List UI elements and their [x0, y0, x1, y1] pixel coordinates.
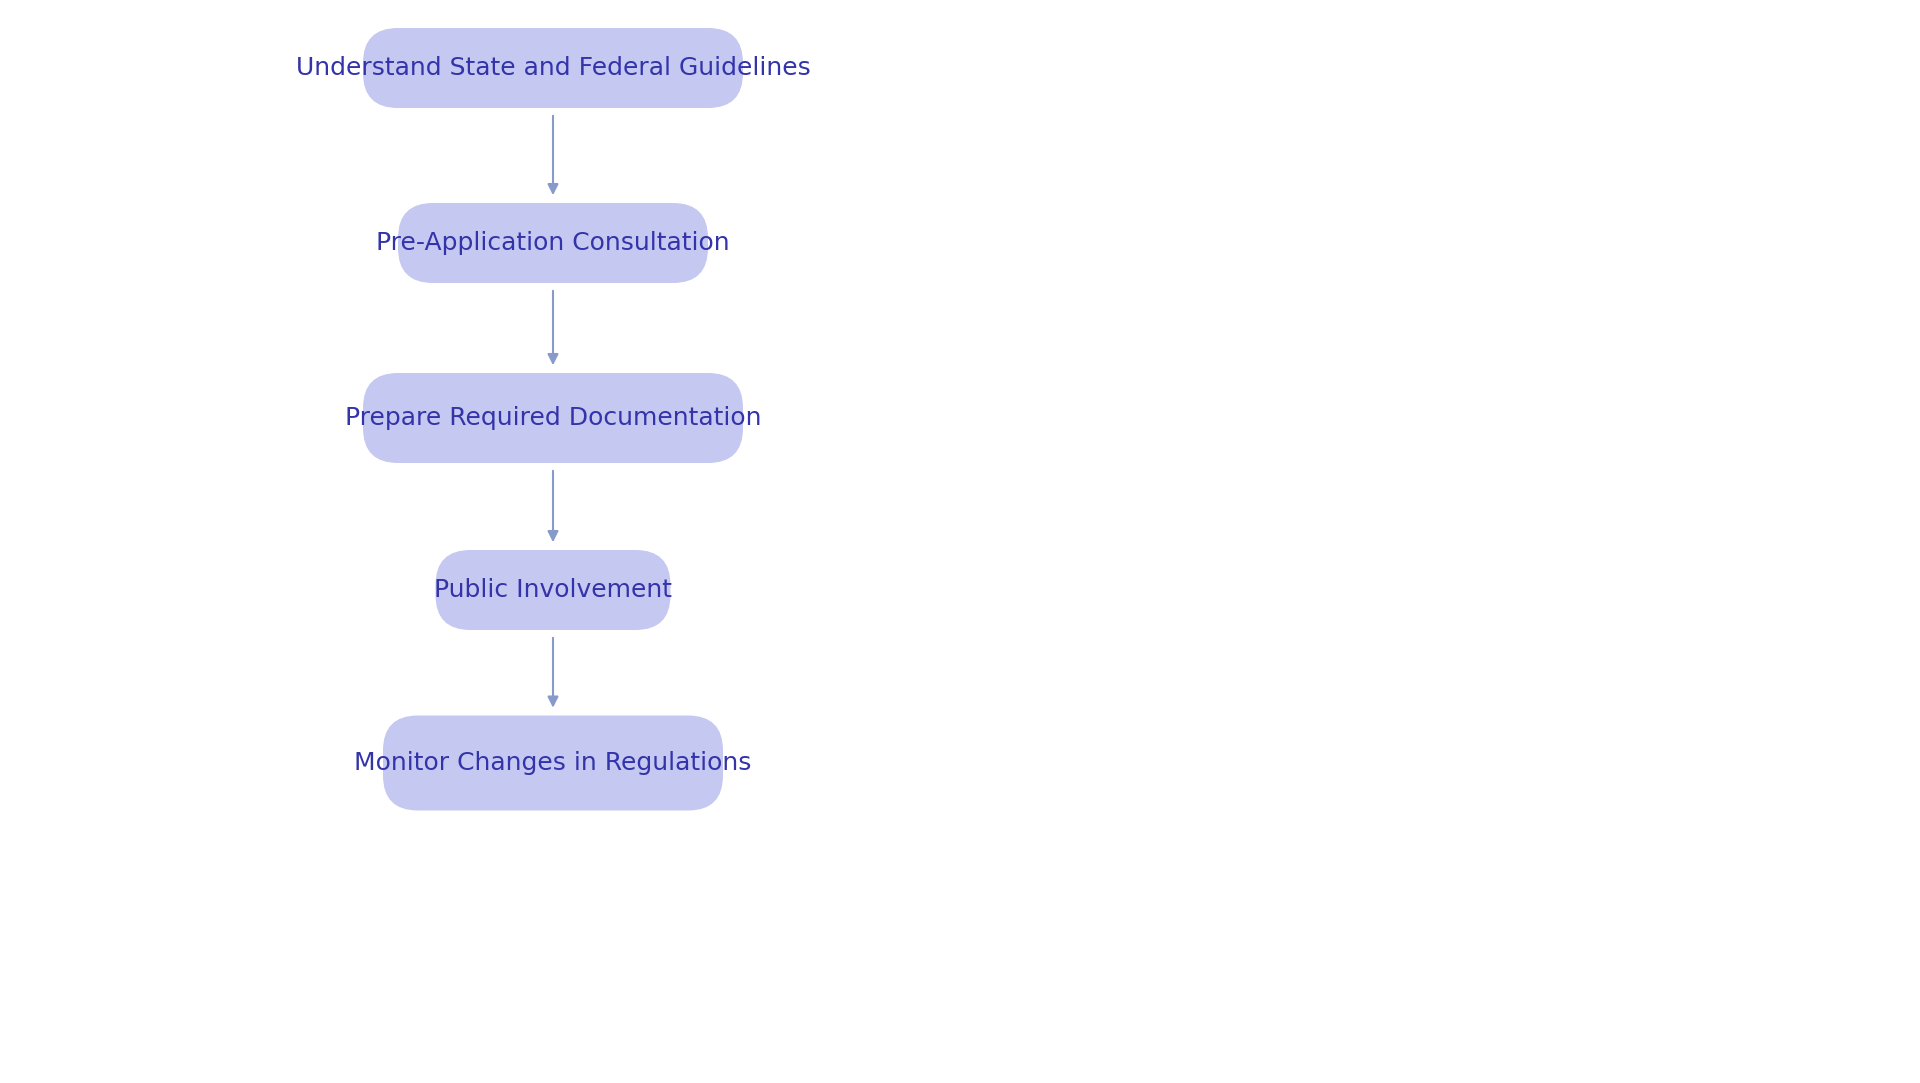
- FancyBboxPatch shape: [397, 203, 708, 283]
- Text: Prepare Required Documentation: Prepare Required Documentation: [346, 406, 760, 430]
- FancyBboxPatch shape: [382, 716, 724, 810]
- Text: Pre-Application Consultation: Pre-Application Consultation: [376, 231, 730, 255]
- Text: Understand State and Federal Guidelines: Understand State and Federal Guidelines: [296, 56, 810, 80]
- FancyBboxPatch shape: [436, 550, 670, 630]
- Text: Public Involvement: Public Involvement: [434, 578, 672, 602]
- FancyBboxPatch shape: [363, 373, 743, 464]
- FancyBboxPatch shape: [363, 28, 743, 108]
- Text: Monitor Changes in Regulations: Monitor Changes in Regulations: [355, 751, 753, 775]
